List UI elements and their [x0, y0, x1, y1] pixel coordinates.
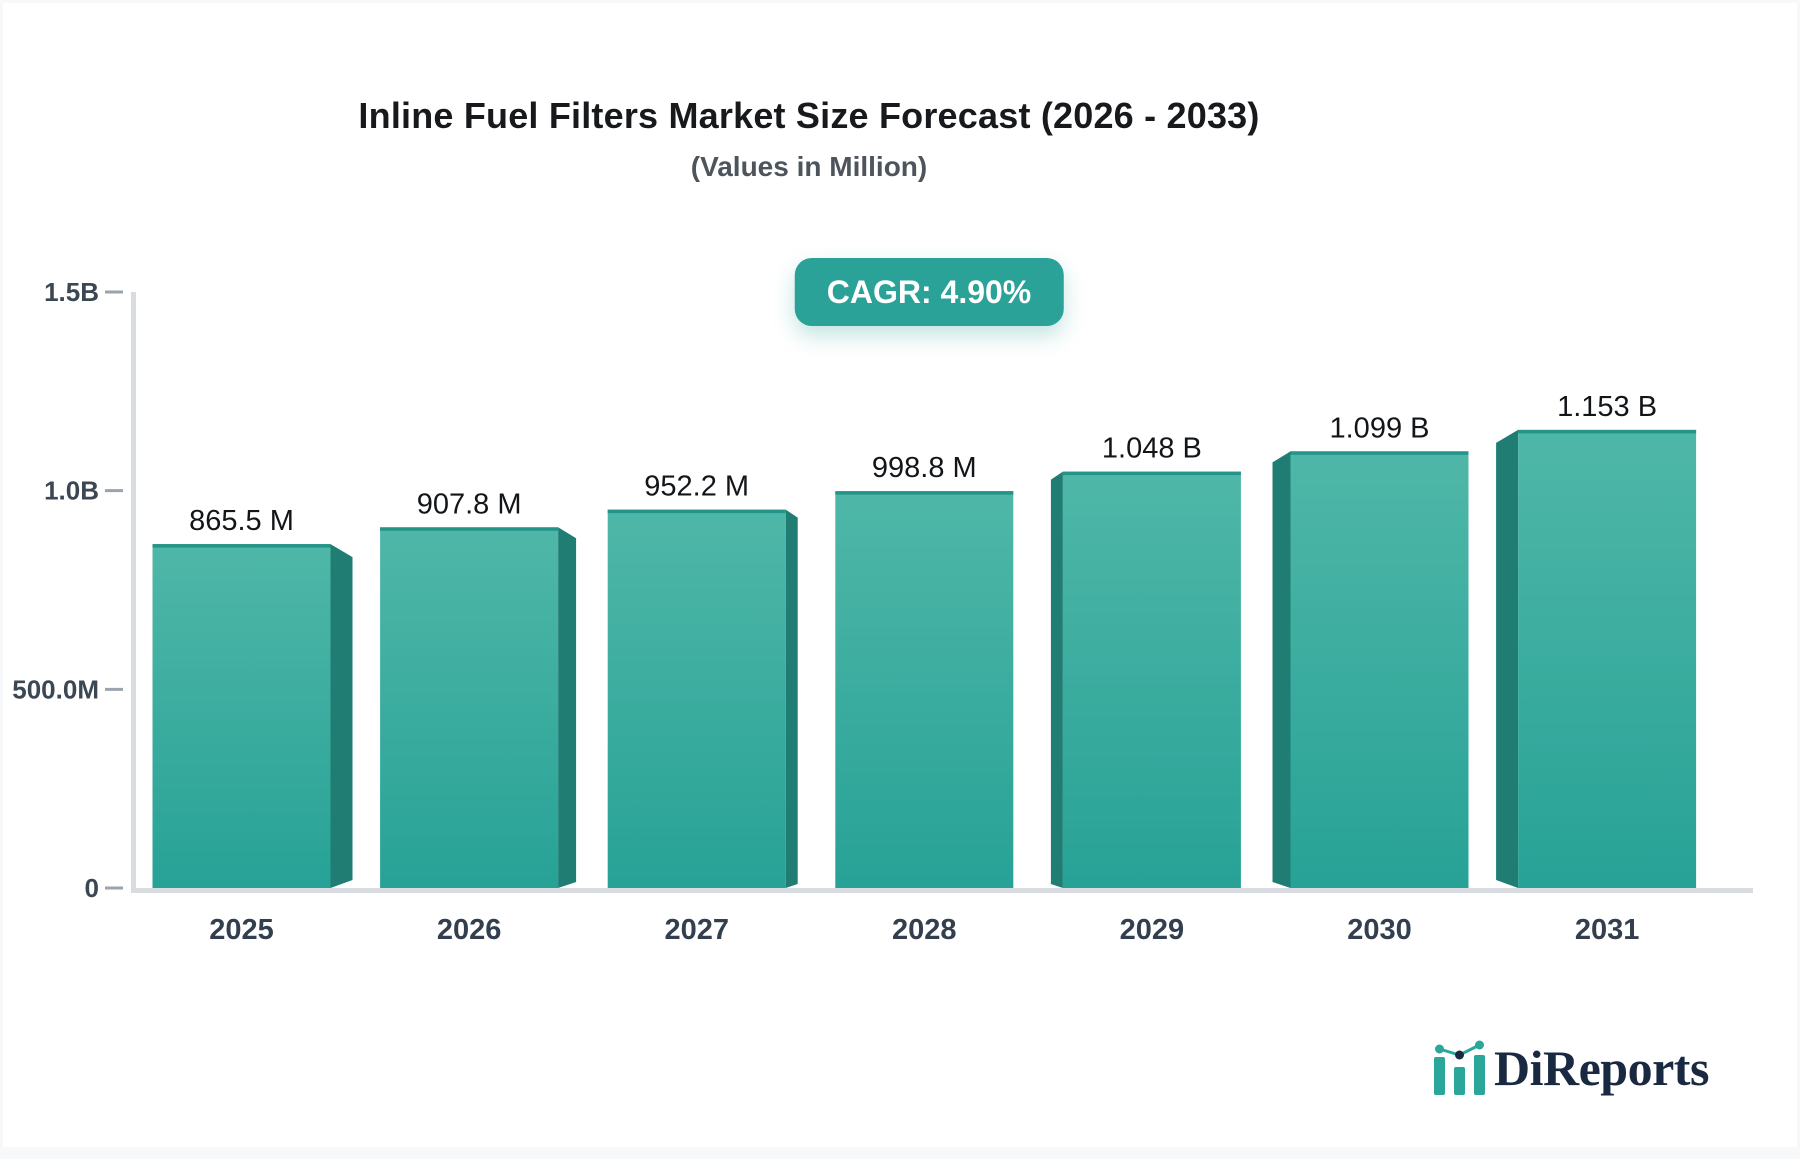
- logo-icon-dot-left: [1435, 1044, 1444, 1054]
- bar-front-face: [607, 509, 786, 888]
- logo-icon-bars: [1434, 1055, 1485, 1095]
- logo-bars-icon: [1434, 1040, 1485, 1095]
- bar-front-face: [1062, 471, 1241, 888]
- bar-chart: 0 500.0M 1.0B 1.5B 865.5 M 2025 907.8 M 2026 952…: [12, 277, 1753, 946]
- bar-front-face: [835, 491, 1014, 888]
- bar-group-2026: 907.8 M 2026: [380, 488, 577, 946]
- logo-icon-dot-right: [1475, 1040, 1484, 1050]
- x-category-label: 2028: [892, 914, 957, 946]
- cagr-badge-label: CAGR: 4.90%: [826, 274, 1032, 310]
- chart-card: Inline Fuel Filters Market Size Forecast…: [3, 3, 1797, 1147]
- bar-group-2025: 865.5 M 2025: [152, 505, 353, 946]
- bar-side-face: [330, 544, 353, 888]
- x-category-label: 2030: [1347, 914, 1412, 946]
- bar-top-edge: [152, 544, 331, 548]
- logo-text: DiReports: [1494, 1040, 1709, 1096]
- bar-group-2029: 1.048 B 2029: [1050, 433, 1241, 946]
- bar-top-edge: [1062, 471, 1241, 476]
- bar-side-face: [558, 527, 577, 888]
- bar-top-edge: [1290, 451, 1469, 455]
- bar-value-label: 1.099 B: [1330, 412, 1430, 444]
- bar-side-face: [1496, 429, 1519, 888]
- bar-value-label: 907.8 M: [417, 488, 522, 520]
- bar-group-2028: 998.8 M 2028: [835, 452, 1014, 946]
- bar-top-edge: [380, 527, 559, 531]
- page-title: Inline Fuel Filters Market Size Forecast…: [358, 95, 1260, 136]
- x-category-label: 2026: [437, 914, 502, 946]
- y-tick-label: 1.5B: [44, 277, 99, 307]
- bar-side-face: [1050, 471, 1063, 888]
- bar-value-label: 1.153 B: [1557, 391, 1657, 423]
- bar-front-face: [380, 527, 559, 888]
- bar-value-label: 998.8 M: [872, 452, 977, 484]
- x-category-label: 2025: [209, 914, 274, 946]
- x-category-label: 2027: [664, 914, 729, 946]
- cagr-badge: CAGR: 4.90%: [794, 258, 1064, 326]
- bar-front-face: [152, 544, 331, 888]
- bar-top-edge: [1518, 429, 1697, 434]
- y-tick-label: 500.0M: [12, 674, 99, 704]
- x-category-label: 2029: [1120, 914, 1185, 946]
- bar-side-face: [1272, 451, 1291, 888]
- logo-icon-dot-middle: [1455, 1050, 1464, 1060]
- bar-value-label: 1.048 B: [1102, 433, 1202, 465]
- chart-subtitle: (Values in Million): [690, 151, 928, 182]
- bar-top-edge: [835, 491, 1014, 495]
- bar-front-face: [1290, 451, 1469, 888]
- y-tick-label: 1.0B: [44, 476, 99, 506]
- logo: DiReports: [1431, 1037, 1709, 1099]
- bar-group-2027: 952.2 M 2027: [607, 471, 798, 946]
- bar-top-edge: [607, 509, 786, 514]
- bar-value-label: 865.5 M: [189, 505, 294, 537]
- bar-group-2030: 1.099 B 2030: [1272, 412, 1469, 946]
- bar-side-face: [785, 509, 798, 888]
- y-tick-label: 0: [85, 873, 99, 903]
- x-category-label: 2031: [1575, 914, 1640, 946]
- bar-front-face: [1518, 429, 1697, 888]
- bar-value-label: 952.2 M: [644, 471, 749, 503]
- bar-group-2031: 1.153 B 2031: [1496, 391, 1697, 946]
